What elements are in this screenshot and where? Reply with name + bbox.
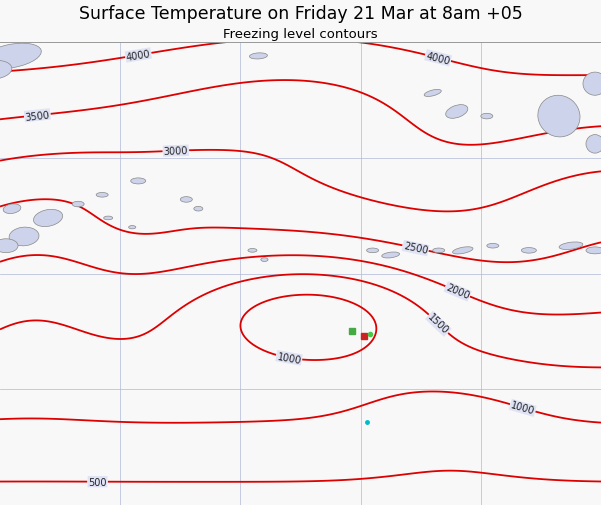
Ellipse shape — [433, 248, 445, 253]
Text: 1000: 1000 — [276, 351, 302, 365]
Ellipse shape — [521, 248, 537, 254]
Ellipse shape — [261, 258, 268, 262]
Text: 1500: 1500 — [426, 312, 451, 336]
Text: 2500: 2500 — [403, 241, 429, 256]
Ellipse shape — [583, 73, 601, 96]
Ellipse shape — [382, 252, 400, 259]
Text: 1000: 1000 — [510, 400, 536, 416]
Ellipse shape — [481, 114, 493, 120]
Text: 3000: 3000 — [163, 146, 188, 157]
Ellipse shape — [424, 90, 441, 97]
Ellipse shape — [446, 106, 468, 119]
Ellipse shape — [487, 244, 499, 248]
Ellipse shape — [249, 54, 267, 60]
Text: Surface Temperature on Friday 21 Mar at 8am +05: Surface Temperature on Friday 21 Mar at … — [79, 5, 522, 23]
Ellipse shape — [586, 135, 601, 154]
Ellipse shape — [0, 61, 12, 80]
Ellipse shape — [34, 210, 63, 227]
Ellipse shape — [538, 96, 580, 138]
Text: 4000: 4000 — [425, 51, 451, 67]
Ellipse shape — [9, 228, 39, 246]
Ellipse shape — [248, 249, 257, 252]
Ellipse shape — [453, 247, 473, 255]
Ellipse shape — [103, 217, 113, 220]
Text: 500: 500 — [88, 477, 107, 487]
Ellipse shape — [586, 247, 601, 255]
Ellipse shape — [559, 242, 583, 250]
Ellipse shape — [96, 193, 108, 198]
Ellipse shape — [3, 205, 21, 214]
Text: 3500: 3500 — [25, 110, 50, 122]
Ellipse shape — [131, 179, 145, 184]
Text: Freezing level contours: Freezing level contours — [223, 28, 378, 41]
Text: 4000: 4000 — [126, 49, 151, 63]
Ellipse shape — [194, 207, 203, 212]
Ellipse shape — [72, 202, 84, 208]
Ellipse shape — [0, 44, 41, 70]
Ellipse shape — [367, 248, 379, 253]
Ellipse shape — [0, 239, 18, 253]
Ellipse shape — [129, 226, 136, 229]
Ellipse shape — [407, 244, 422, 248]
Ellipse shape — [180, 197, 192, 203]
Text: 2000: 2000 — [444, 282, 471, 301]
